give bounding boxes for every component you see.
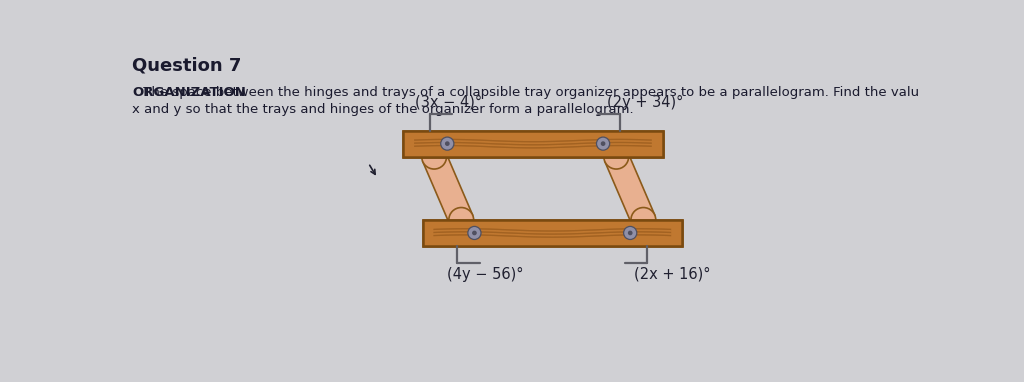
- Circle shape: [624, 227, 637, 240]
- Circle shape: [468, 227, 481, 240]
- Circle shape: [473, 231, 476, 235]
- Polygon shape: [403, 131, 663, 157]
- Text: (4y − 56)°: (4y − 56)°: [447, 267, 524, 282]
- Text: (2y + 34)°: (2y + 34)°: [607, 95, 683, 110]
- Text: ORGANIZATION: ORGANIZATION: [132, 86, 246, 99]
- Circle shape: [445, 142, 449, 145]
- Text: x and y so that the trays and hinges of the organizer form a parallelogram.: x and y so that the trays and hinges of …: [132, 103, 634, 116]
- Circle shape: [449, 207, 474, 232]
- Circle shape: [629, 231, 632, 235]
- Circle shape: [631, 207, 655, 232]
- Circle shape: [440, 137, 454, 150]
- Circle shape: [597, 137, 609, 150]
- Circle shape: [604, 144, 629, 169]
- Polygon shape: [403, 131, 663, 157]
- Polygon shape: [423, 152, 473, 225]
- Polygon shape: [423, 220, 682, 246]
- Circle shape: [422, 144, 446, 169]
- Polygon shape: [423, 220, 682, 246]
- Text: Question 7: Question 7: [132, 57, 242, 74]
- Polygon shape: [605, 152, 654, 225]
- Text: (3x − 4)°: (3x − 4)°: [415, 95, 482, 110]
- Text: (2x + 16)°: (2x + 16)°: [634, 267, 711, 282]
- Text: The space between the hinges and trays of a collapsible tray organizer appears t: The space between the hinges and trays o…: [139, 86, 920, 99]
- Circle shape: [601, 142, 605, 145]
